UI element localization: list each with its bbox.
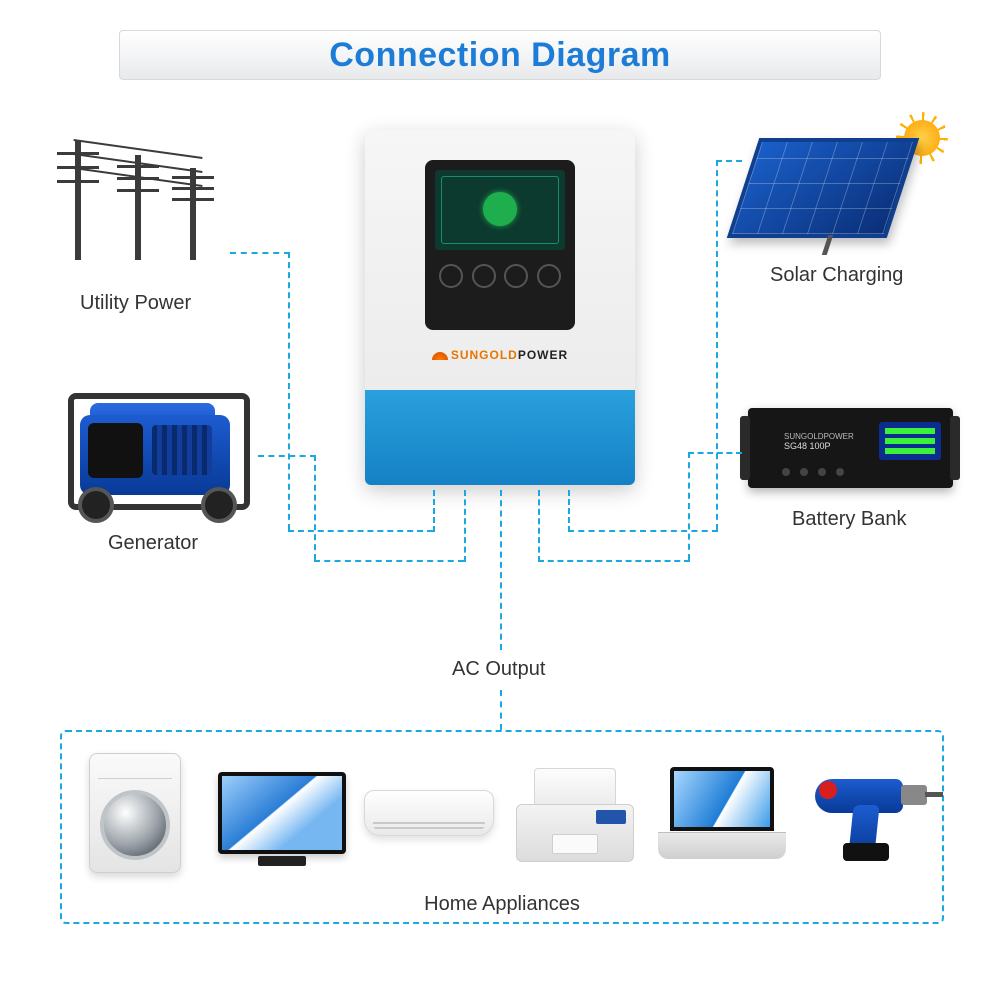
ac-output-label: AC Output bbox=[452, 658, 545, 681]
appliance-tv bbox=[217, 748, 347, 878]
page-title: Connection Diagram bbox=[119, 30, 881, 80]
home-appliances-box: Home Appliances bbox=[60, 730, 944, 924]
appliances-label: Home Appliances bbox=[424, 893, 580, 916]
battery-label: Battery Bank bbox=[792, 508, 907, 531]
solar-panel-icon bbox=[735, 120, 945, 260]
inverter-unit: SUNGOLDPOWER bbox=[365, 130, 635, 485]
battery-brand: SUNGOLDPOWERSG48 100P bbox=[784, 432, 854, 451]
generator-label: Generator bbox=[108, 532, 198, 555]
generator-icon bbox=[60, 385, 255, 515]
inverter-lcd bbox=[435, 170, 565, 250]
utility-power-label: Utility Power bbox=[80, 292, 191, 315]
inverter-control-panel bbox=[425, 160, 575, 330]
utility-power-icon bbox=[65, 130, 245, 260]
battery-bank-icon: SUNGOLDPOWERSG48 100P bbox=[740, 400, 960, 500]
appliance-drill bbox=[804, 748, 934, 878]
battery-screen bbox=[879, 422, 941, 460]
solar-label: Solar Charging bbox=[770, 264, 903, 287]
appliance-printer bbox=[510, 748, 640, 878]
inverter-brand: SUNGOLDPOWER bbox=[365, 348, 635, 362]
appliance-ac bbox=[364, 748, 494, 878]
appliance-washer bbox=[70, 748, 200, 878]
appliance-laptop bbox=[657, 748, 787, 878]
